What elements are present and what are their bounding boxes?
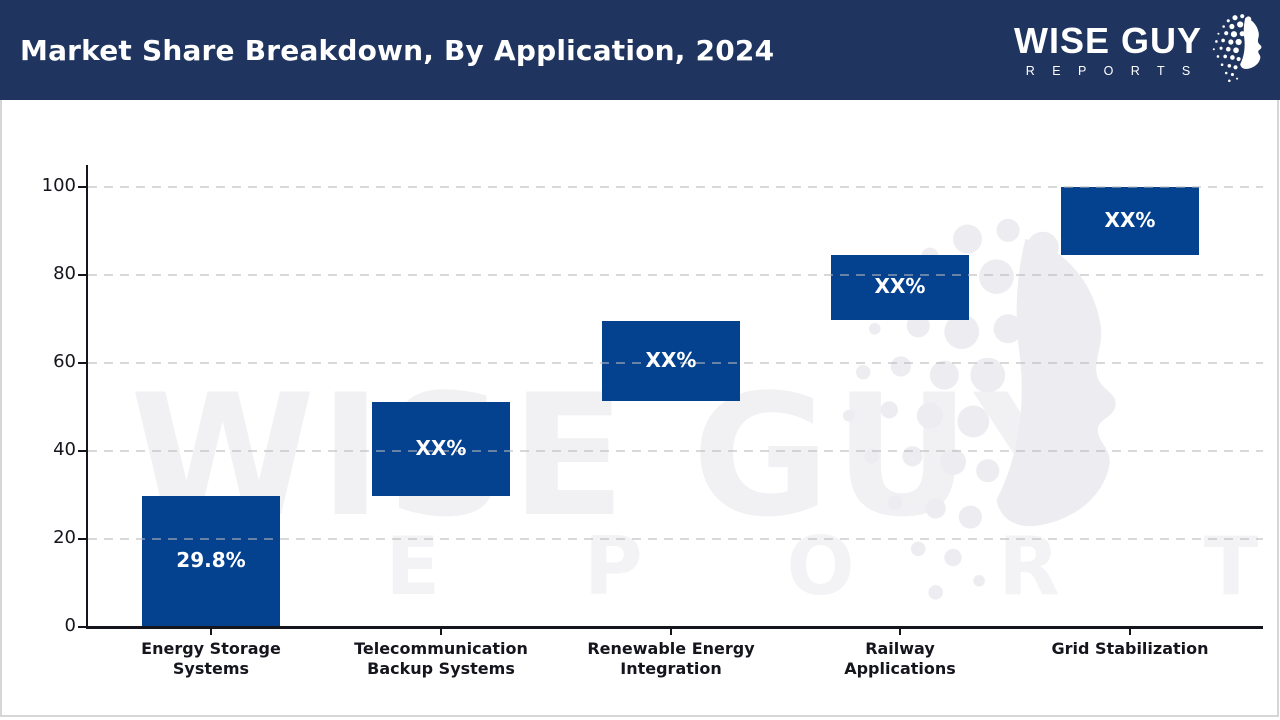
header: Market Share Breakdown, By Application, … (0, 0, 1280, 100)
bar-telecommunication-backup-systems (372, 401, 510, 496)
bar-renewable-energy-integration (602, 320, 740, 402)
x-axis-tick-grid-stabilization (1129, 628, 1131, 635)
bar-energy-storage-systems (142, 495, 280, 627)
x-axis-category-label-energy-storage-systems: Energy Storage Systems (141, 639, 281, 678)
x-axis-category-label-telecommunication-backup-systems: Telecommunication Backup Systems (354, 639, 528, 678)
y-axis-tick-40 (78, 450, 86, 452)
gridline-40 (88, 450, 1263, 452)
bar-value-label-energy-storage-systems: 29.8% (176, 548, 246, 573)
y-axis-tick-60 (78, 362, 86, 364)
bar-value-label-telecommunication-backup-systems: XX% (415, 435, 467, 460)
brand-logo-text: WISE GUY R E P O R T S (1013, 19, 1202, 78)
gridline-20 (88, 538, 1263, 540)
x-axis-line (86, 626, 1263, 629)
gridline-60 (88, 362, 1263, 364)
x-axis-tick-energy-storage-systems (210, 628, 212, 635)
x-axis-tick-telecommunication-backup-systems (440, 628, 442, 635)
y-axis-tick-label-0: 0 (64, 615, 76, 636)
gridline-80 (88, 274, 1263, 276)
y-axis-tick-label-100: 100 (41, 175, 76, 196)
x-axis-tick-renewable-energy-integration (670, 628, 672, 635)
x-axis-tick-railway-applications (899, 628, 901, 635)
y-axis-tick-0 (78, 626, 86, 628)
brand-name: WISE GUY (1013, 19, 1202, 61)
y-axis-tick-80 (78, 274, 86, 276)
x-axis-category-label-renewable-energy-integration: Renewable Energy Integration (587, 639, 755, 678)
bar-value-label-railway-applications: XX% (874, 274, 926, 299)
y-axis-tick-label-20: 20 (53, 527, 76, 548)
y-axis-tick-100 (78, 186, 86, 188)
x-axis-category-label-grid-stabilization: Grid Stabilization (1051, 639, 1209, 658)
head-silhouette-icon (1212, 14, 1262, 83)
y-axis-tick-label-60: 60 (53, 351, 76, 372)
y-axis-tick-20 (78, 538, 86, 540)
y-axis-line (86, 165, 88, 629)
watermark-text-2: R E P O R T S (180, 520, 1280, 613)
bar-value-label-renewable-energy-integration: XX% (645, 348, 697, 373)
brand-logo: WISE GUY R E P O R T S (1014, 12, 1266, 88)
brand-tagline: R E P O R T S (1025, 63, 1198, 78)
gridline-100 (88, 186, 1263, 188)
y-axis-tick-label-40: 40 (53, 439, 76, 460)
bar-value-label-grid-stabilization: XX% (1104, 207, 1156, 232)
x-axis-category-label-railway-applications: Railway Applications (844, 639, 956, 678)
y-axis-tick-label-80: 80 (53, 263, 76, 284)
page-title: Market Share Breakdown, By Application, … (20, 33, 775, 67)
